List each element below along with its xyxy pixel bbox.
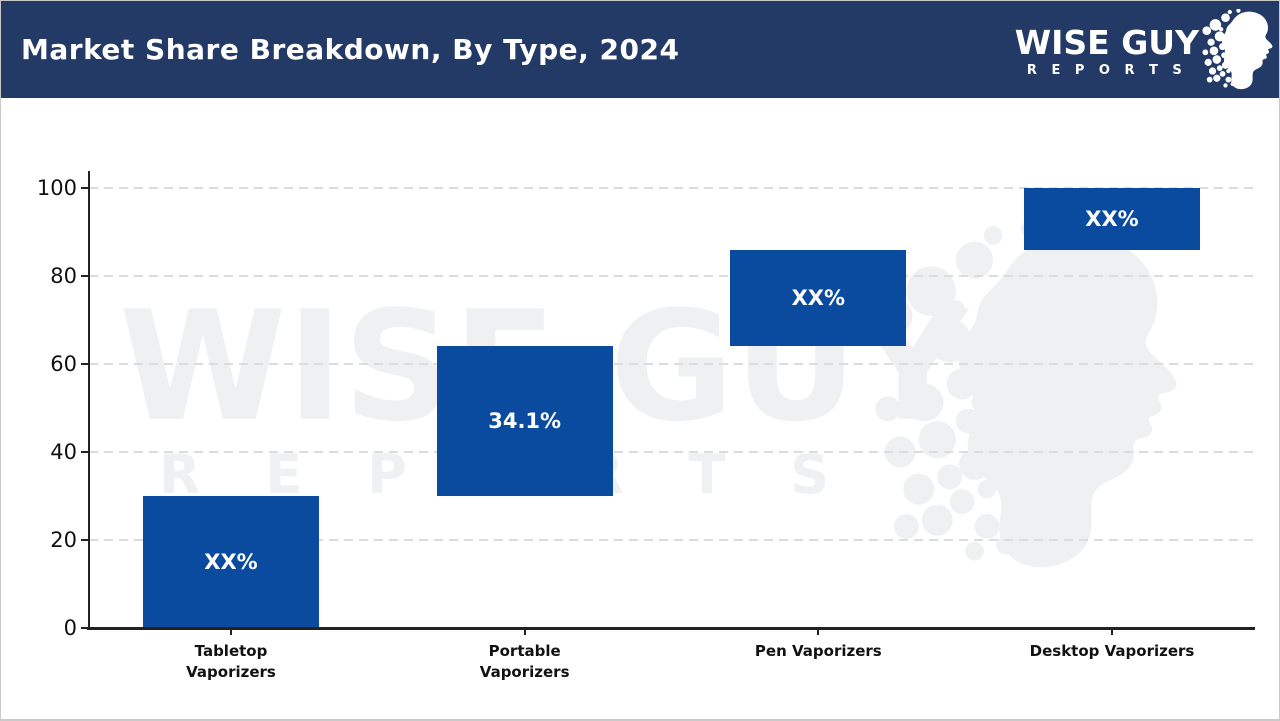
y-tick-label-100: 100 <box>36 176 77 200</box>
gridline-60 <box>89 363 1255 365</box>
x-tick-label-4: Desktop Vaporizers <box>1029 642 1195 660</box>
y-tick-mark-40 <box>81 451 89 453</box>
bar-value-label-2: 34.1% <box>488 408 562 433</box>
brand-logo: WISE GUY R E P O R T S <box>1015 8 1273 92</box>
y-tick-mark-20 <box>81 539 89 541</box>
x-tick-label-3: Pen Vaporizers <box>754 642 882 660</box>
page-title: Market Share Breakdown, By Type, 2024 <box>21 33 680 66</box>
brand-head-icon <box>1202 8 1273 89</box>
bar-value-label-4: XX% <box>1085 206 1139 231</box>
gridline-20 <box>89 539 1255 541</box>
y-tick-label-80: 80 <box>50 264 77 288</box>
y-axis-line <box>88 171 90 630</box>
y-tick-mark-60 <box>81 363 89 365</box>
x-tick-label-1: Tabletop Vaporizers <box>186 642 276 681</box>
y-tick-label-40: 40 <box>50 440 77 464</box>
gridline-100 <box>89 187 1255 189</box>
y-tick-label-0: 0 <box>63 616 77 640</box>
x-axis-line <box>87 627 1255 630</box>
x-tick-label-2: Portable Vaporizers <box>479 642 570 681</box>
y-tick-mark-80 <box>81 275 89 277</box>
x-tick-mark-2 <box>523 628 526 635</box>
x-tick-mark-1 <box>230 628 232 635</box>
y-tick-label-20: 20 <box>50 528 77 552</box>
bar-1: XX% <box>143 496 319 628</box>
brand-name: WISE GUY <box>1014 23 1199 62</box>
bar-value-label-1: XX% <box>204 550 258 574</box>
bar-value-label-3: XX% <box>791 285 846 310</box>
gridline-40 <box>89 451 1255 453</box>
bar-4: XX% <box>1024 188 1200 250</box>
gridline-80 <box>89 275 1255 277</box>
x-tick-mark-3 <box>817 628 820 635</box>
bar-3: XX% <box>730 249 907 346</box>
brand-subtext: R E P O R T S <box>1026 63 1187 78</box>
bar-2: 34.1% <box>436 345 613 496</box>
y-tick-mark-100 <box>81 187 89 189</box>
header-bar: Market Share Breakdown, By Type, 2024 WI… <box>1 1 1279 98</box>
y-tick-label-60: 60 <box>50 352 77 376</box>
x-tick-mark-4 <box>1111 628 1113 635</box>
y-tick-mark-0 <box>81 627 89 629</box>
brand-wordmark: WISE GUY R E P O R T S <box>1014 23 1199 79</box>
